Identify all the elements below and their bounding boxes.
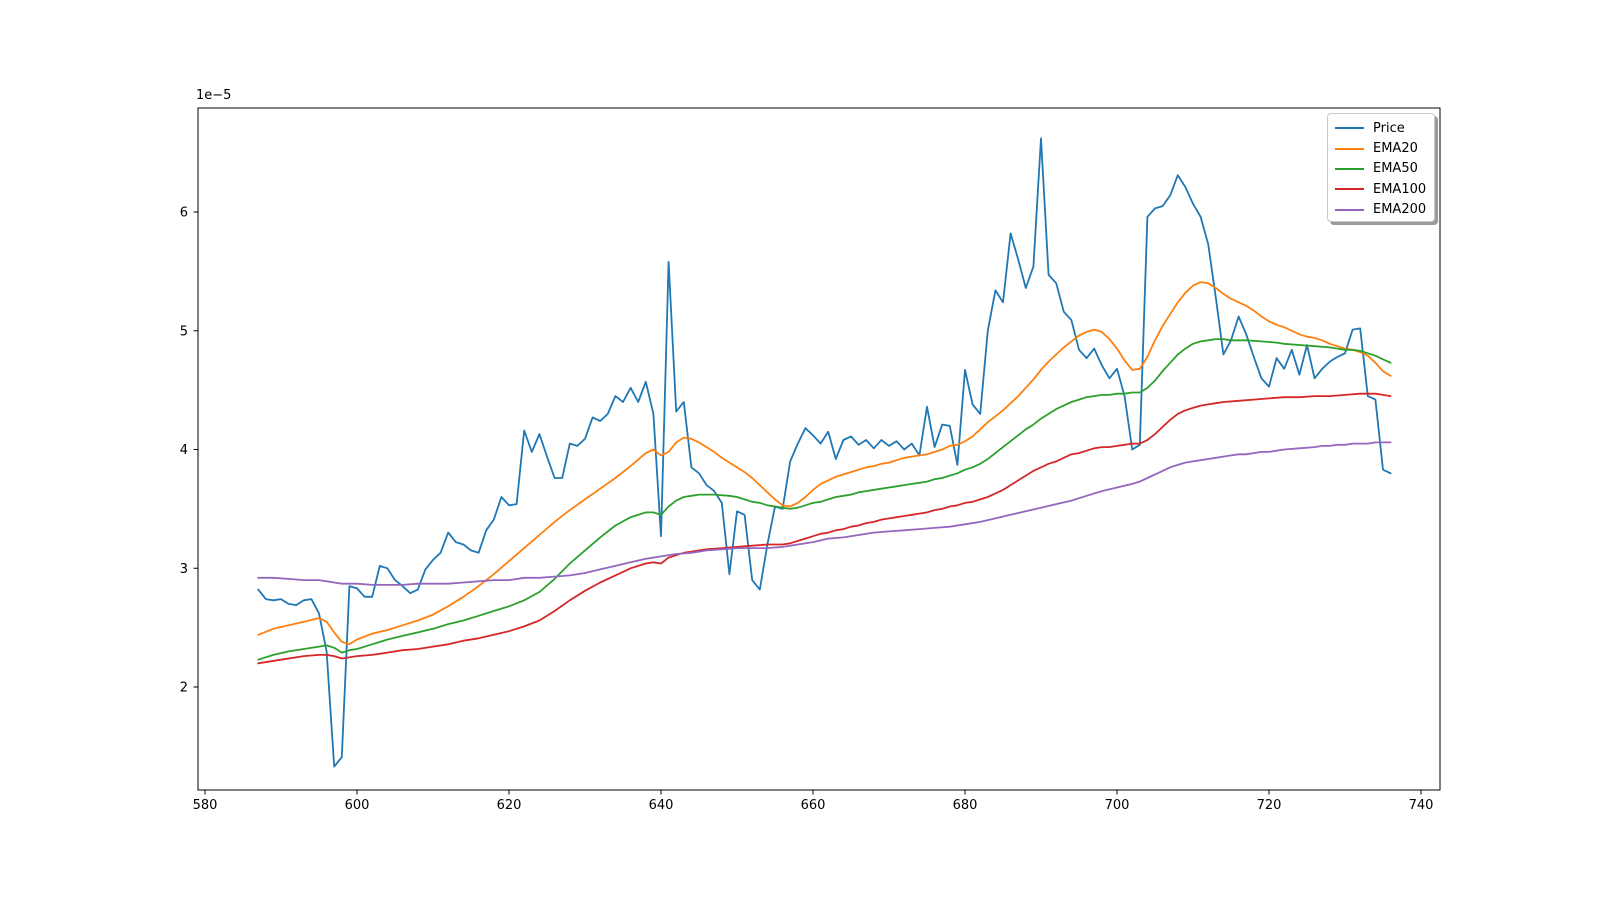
x-tick-label: 720	[1257, 798, 1282, 813]
y-tick-label: 4	[180, 443, 188, 458]
series-line-ema200	[257, 441, 1392, 586]
x-tick-label: 600	[345, 798, 370, 813]
legend-swatch-price	[1335, 127, 1364, 130]
legend: Price EMA20 EMA50 EMA100 EMA200	[1327, 113, 1435, 222]
legend-item-price: Price	[1335, 118, 1434, 138]
legend-item-ema100: EMA100	[1335, 179, 1434, 199]
y-tick-label: 2	[180, 681, 188, 696]
legend-item-ema200: EMA200	[1335, 200, 1434, 220]
y-tick-label: 6	[180, 206, 188, 221]
legend-label-ema100: EMA100	[1373, 181, 1427, 197]
x-tick-label: 640	[649, 798, 674, 813]
x-tick-label: 580	[193, 798, 218, 813]
legend-swatch-ema100	[1335, 188, 1364, 191]
legend-swatch-ema50	[1335, 167, 1364, 170]
legend-label-ema50: EMA50	[1373, 161, 1418, 177]
x-tick-label: 740	[1409, 798, 1434, 813]
x-tick-label: 680	[953, 798, 978, 813]
legend-swatch-ema200	[1335, 208, 1364, 211]
legend-label-price: Price	[1373, 120, 1405, 136]
axes-spines	[197, 107, 1441, 791]
series-line-ema50	[257, 338, 1392, 661]
legend-item-ema20: EMA20	[1335, 138, 1434, 158]
legend-label-ema200: EMA200	[1373, 202, 1427, 218]
y-tick-label: 3	[180, 562, 188, 577]
x-tick-label: 660	[801, 798, 826, 813]
y-axis-offset-label: 1e−5	[196, 88, 232, 103]
x-tick-label: 700	[1105, 798, 1130, 813]
x-tick-label: 620	[497, 798, 522, 813]
legend-swatch-ema20	[1335, 147, 1364, 150]
legend-item-ema50: EMA50	[1335, 159, 1434, 179]
series-line-ema100	[257, 392, 1392, 665]
legend-label-ema20: EMA20	[1373, 141, 1418, 157]
series-line-price	[257, 137, 1392, 768]
series-line-ema20	[257, 281, 1392, 646]
y-tick-label: 5	[180, 324, 188, 339]
